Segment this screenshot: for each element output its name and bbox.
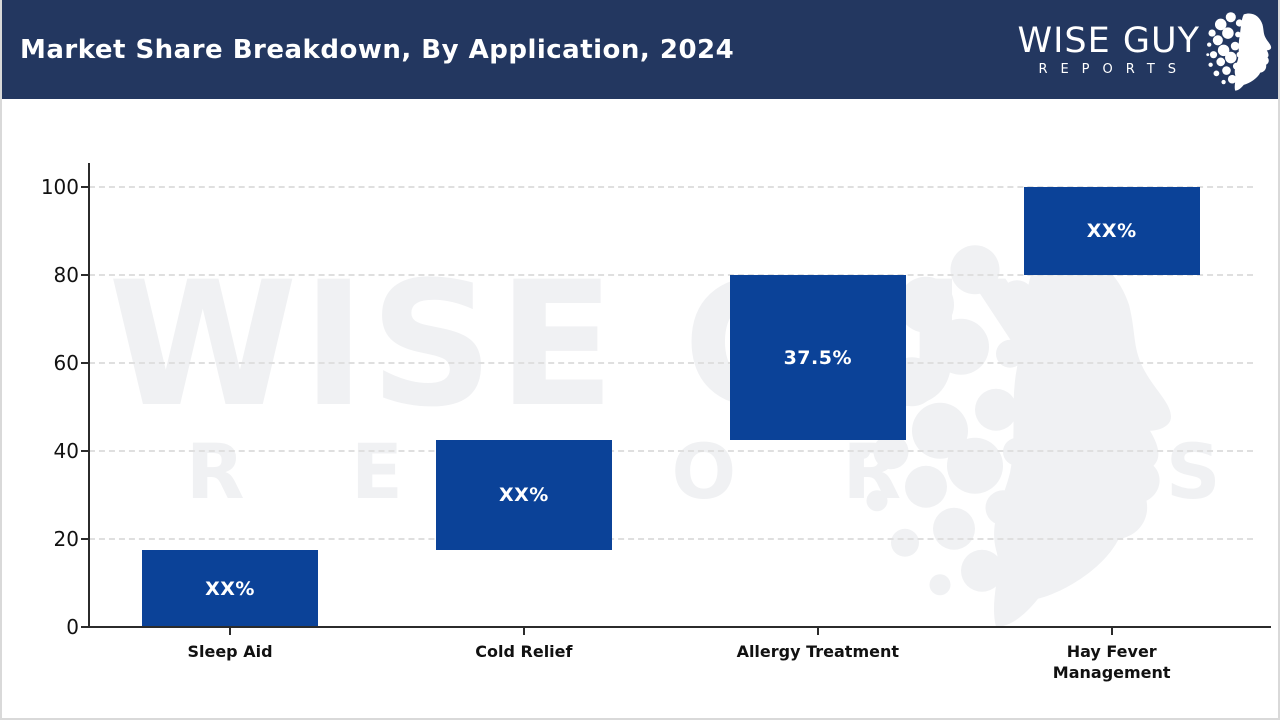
bar-sleep-aid: XX% [142,550,318,627]
y-axis-line [88,163,90,628]
logo-subtext: REPORTS [1038,62,1190,77]
page-title: Market Share Breakdown, By Application, … [20,34,735,65]
y-axis-tick [81,186,89,188]
gridline [89,186,1253,188]
y-axis-tick-label: 40 [53,439,79,463]
x-axis-tick [522,627,525,635]
y-axis-tick [81,362,89,364]
x-axis-line [88,626,1271,628]
x-axis-tick [816,627,819,635]
bar-allergy-treatment: 37.5% [729,275,906,440]
bar-cold-relief: XX% [435,440,612,550]
logo-wordmark: WISE GUY [1017,21,1200,61]
y-axis-tick [81,626,89,628]
y-axis-tick-label: 80 [53,263,79,287]
gridline [89,274,1253,276]
gridline [89,362,1253,364]
bar-value-label: XX% [1086,220,1137,242]
logo-wordmark-block: WISE GUY REPORTS [1017,21,1200,77]
y-axis-tick-label: 20 [53,527,79,551]
bar-value-label: XX% [205,577,255,600]
x-axis-category-label: Sleep Aid [187,642,273,661]
gridline [89,538,1253,540]
x-axis-category-label: Allergy Treatment [736,642,900,661]
chart-area: WISE GUY R E P O R T S XX% XX% 37.5% XX% 0 20… [0,99,1280,720]
logo-head-icon [1206,12,1272,91]
y-axis-tick [81,274,89,276]
header-bar: Market Share Breakdown, By Application, … [0,0,1280,99]
gridline [89,450,1253,452]
x-axis-category-label: Hay Fever Management [1052,642,1171,682]
plot-area: XX% XX% 37.5% XX% 0 20 40 60 80 100 Sleep Aid Cold … [0,99,1280,720]
y-axis-tick [81,450,89,452]
y-axis-tick-label: 60 [53,351,79,375]
y-axis-tick [81,538,89,540]
y-axis-tick-label: 100 [40,175,79,199]
bar-hay-fever-management: XX% [1023,187,1200,275]
x-axis-category-label: Cold Relief [475,642,573,661]
bar-value-label: XX% [498,484,549,506]
y-axis-tick-label: 0 [66,615,79,639]
bar-value-label: 37.5% [783,346,852,369]
x-axis-tick [1110,627,1113,635]
wise-guy-logo: WISE GUY REPORTS [1017,6,1274,94]
x-axis-tick [229,627,231,635]
